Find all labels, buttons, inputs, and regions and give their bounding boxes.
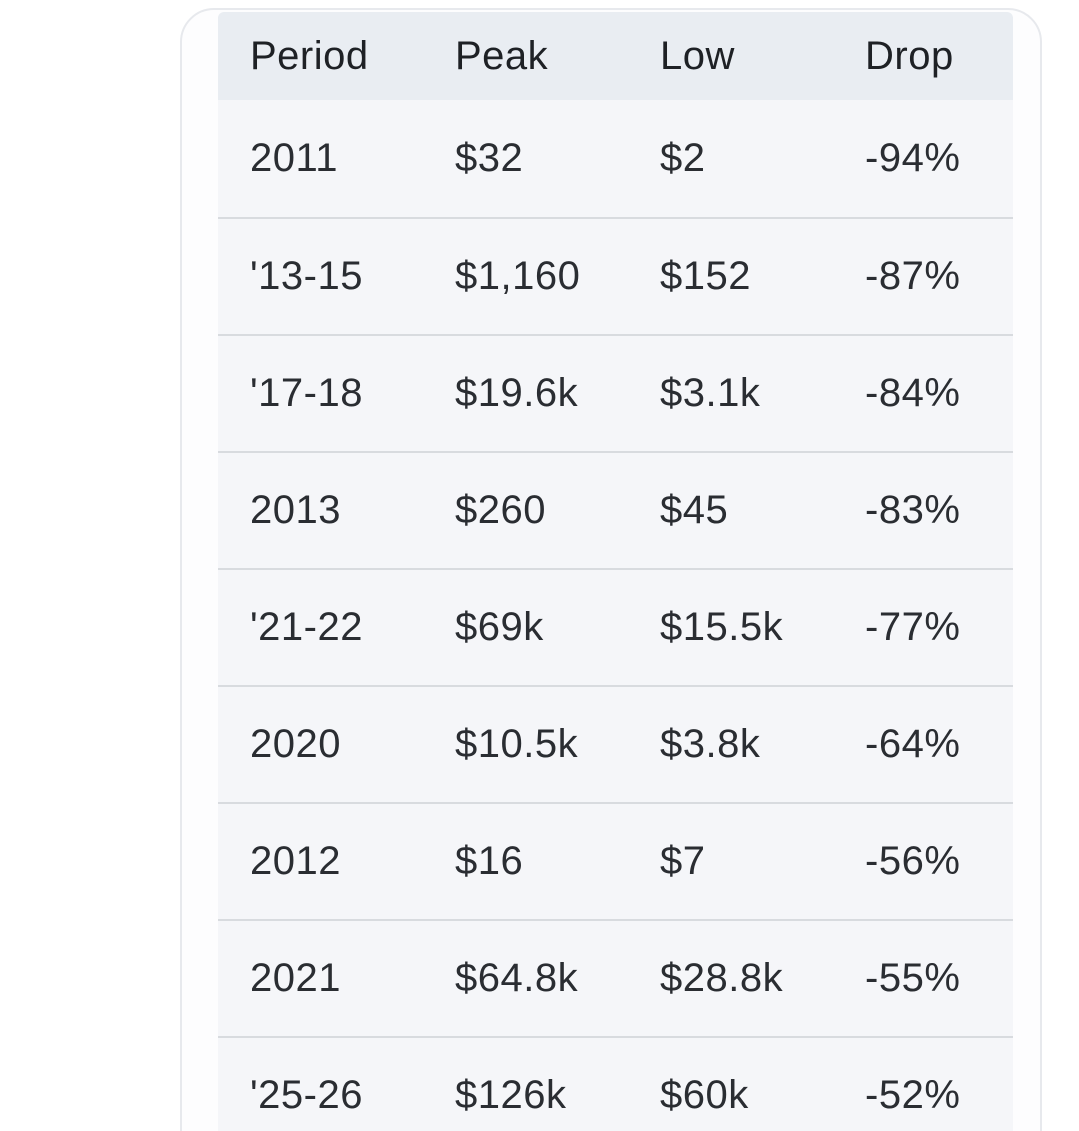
drop-cell: -94% [865, 136, 961, 180]
table-row: '13-15 $1,160 $152 -87% [218, 217, 1013, 334]
peak-cell: $10.5k [455, 722, 579, 766]
low-cell: $2 [660, 136, 706, 180]
low-cell: $3.8k [660, 722, 761, 766]
period-cell: '13-15 [250, 254, 363, 298]
drop-cell: -64% [865, 722, 961, 766]
low-cell: $28.8k [660, 956, 784, 1000]
drop-cell: -55% [865, 956, 961, 1000]
low-cell: $60k [660, 1073, 749, 1117]
low-cell: $3.1k [660, 371, 761, 415]
peak-cell: $1,160 [455, 254, 581, 298]
table-row: 2020 $10.5k $3.8k -64% [218, 685, 1013, 802]
peak-cell: $16 [455, 839, 524, 883]
table-row: '21-22 $69k $15.5k -77% [218, 568, 1013, 685]
table-card: Period Peak Low Drop 2011 $32 $2 -94% '1… [180, 8, 1042, 1131]
low-cell: $45 [660, 488, 729, 532]
column-header-low: Low [660, 33, 735, 78]
period-cell: 2021 [250, 956, 341, 1000]
period-cell: 2011 [250, 136, 339, 180]
period-cell: '17-18 [250, 371, 363, 415]
low-cell: $152 [660, 254, 751, 298]
period-cell: '25-26 [250, 1073, 363, 1117]
table-row: '25-26 $126k $60k -52% [218, 1036, 1013, 1131]
low-cell: $7 [660, 839, 706, 883]
period-cell: '21-22 [250, 605, 363, 649]
column-header-period: Period [250, 33, 369, 78]
drop-cell: -84% [865, 371, 961, 415]
table-header-row: Period Peak Low Drop [218, 12, 1013, 100]
drop-cell: -77% [865, 605, 961, 649]
column-header-peak: Peak [455, 33, 549, 78]
drop-cell: -83% [865, 488, 961, 532]
peak-cell: $64.8k [455, 956, 579, 1000]
peak-cell: $32 [455, 136, 524, 180]
low-cell: $15.5k [660, 605, 784, 649]
drop-cell: -87% [865, 254, 961, 298]
column-header-drop: Drop [865, 33, 954, 78]
period-cell: 2020 [250, 722, 341, 766]
peak-cell: $126k [455, 1073, 567, 1117]
table-row: '17-18 $19.6k $3.1k -84% [218, 334, 1013, 451]
table-row: 2021 $64.8k $28.8k -55% [218, 919, 1013, 1036]
table-row: 2012 $16 $7 -56% [218, 802, 1013, 919]
table-row: 2013 $260 $45 -83% [218, 451, 1013, 568]
period-cell: 2012 [250, 839, 341, 883]
table-body: 2011 $32 $2 -94% '13-15 $1,160 $152 -87%… [218, 100, 1013, 1131]
peak-cell: $69k [455, 605, 544, 649]
drop-cell: -52% [865, 1073, 961, 1117]
table-row: 2011 $32 $2 -94% [218, 100, 1013, 217]
peak-cell: $19.6k [455, 371, 579, 415]
drop-cell: -56% [865, 839, 961, 883]
period-cell: 2013 [250, 488, 341, 532]
peak-cell: $260 [455, 488, 546, 532]
drawdown-table: Period Peak Low Drop 2011 $32 $2 -94% '1… [218, 12, 1013, 1131]
